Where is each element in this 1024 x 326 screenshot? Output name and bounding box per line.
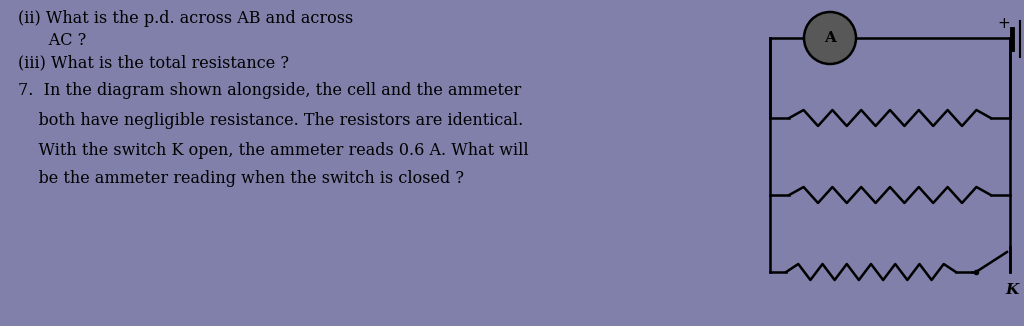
Text: (ii) What is the p.d. across AB and across: (ii) What is the p.d. across AB and acro… <box>18 10 353 27</box>
Text: (iii) What is the total resistance ?: (iii) What is the total resistance ? <box>18 54 289 71</box>
Circle shape <box>804 12 856 64</box>
Text: 7.  In the diagram shown alongside, the cell and the ammeter: 7. In the diagram shown alongside, the c… <box>18 82 521 99</box>
Text: AC ?: AC ? <box>18 32 86 49</box>
Text: +: + <box>997 17 1011 32</box>
Text: With the switch K open, the ammeter reads 0.6 A. What will: With the switch K open, the ammeter read… <box>18 142 528 159</box>
Text: K: K <box>1006 283 1019 297</box>
Text: be the ammeter reading when the switch is closed ?: be the ammeter reading when the switch i… <box>18 170 464 187</box>
Text: both have negligible resistance. The resistors are identical.: both have negligible resistance. The res… <box>18 112 523 129</box>
Text: A: A <box>824 31 836 45</box>
